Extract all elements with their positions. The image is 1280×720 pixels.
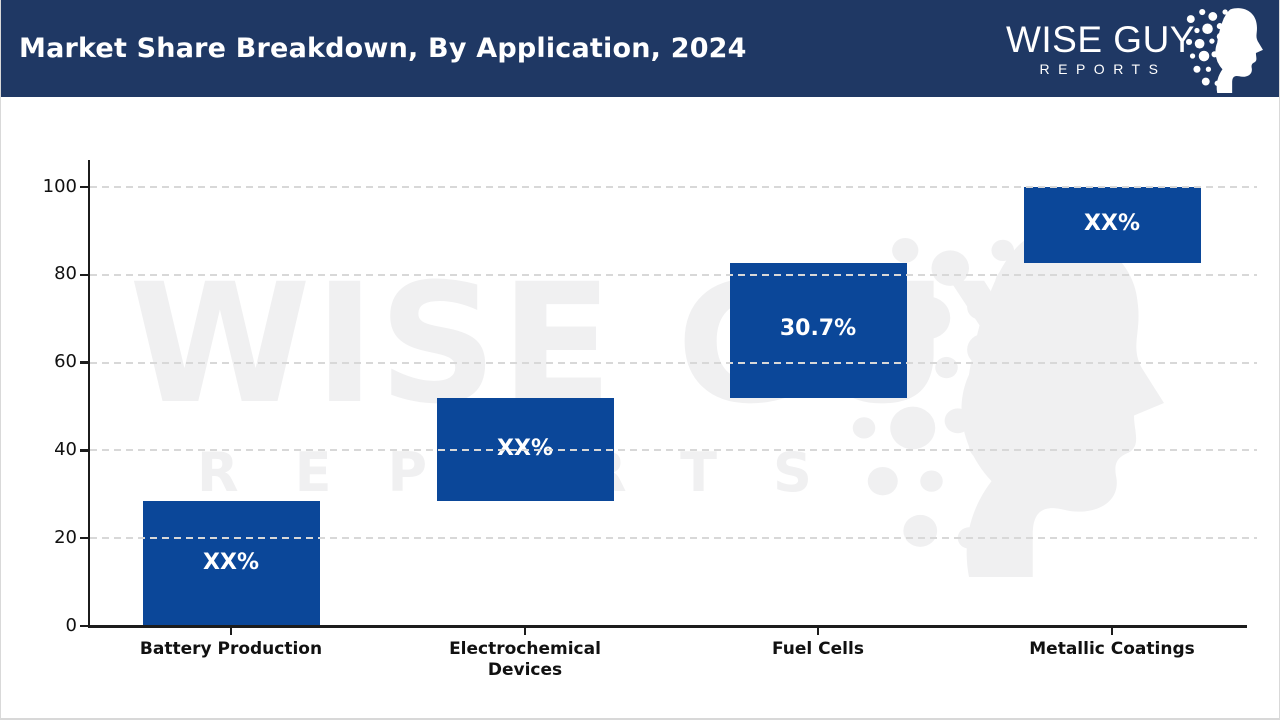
- y-tick-mark: [79, 273, 88, 276]
- header-bar: Market Share Breakdown, By Application, …: [1, 0, 1279, 97]
- x-tick-mark: [523, 627, 527, 635]
- y-tick-mark: [79, 361, 88, 364]
- gridline: [90, 273, 1257, 276]
- x-tick-mark: [816, 627, 820, 635]
- x-tick-mark: [229, 627, 233, 635]
- gridline: [90, 449, 1257, 452]
- y-tick-label: 80: [54, 263, 77, 285]
- y-tick-label: 100: [42, 175, 77, 197]
- x-category-label: Battery Production: [139, 639, 323, 659]
- y-tick-label: 40: [54, 438, 77, 460]
- gridline: [90, 361, 1257, 364]
- wise-guy-face-icon: [1185, 7, 1263, 93]
- bar-value-label: XX%: [1084, 210, 1140, 236]
- logo-wordmark: WISE GUY: [1005, 18, 1195, 60]
- gridline: [90, 537, 1257, 540]
- bar-value-label: XX%: [203, 549, 259, 575]
- bar-segment: XX%: [142, 501, 320, 626]
- wise-guy-logo: WISE GUY REPORTS: [1006, 5, 1279, 93]
- y-tick-label: 60: [54, 351, 77, 373]
- y-tick-label: 0: [65, 614, 77, 636]
- y-tick-label: 20: [54, 526, 77, 548]
- y-tick-mark: [79, 537, 88, 540]
- bar-segment: XX%: [1023, 187, 1201, 263]
- bar-segment: 30.7%: [729, 262, 907, 398]
- bar-value-label: XX%: [497, 435, 553, 461]
- x-axis-line: [87, 625, 1247, 628]
- y-tick-mark: [79, 449, 88, 452]
- gridline: [90, 186, 1257, 188]
- y-tick-mark: [79, 185, 88, 189]
- x-category-label: Metallic Coatings: [1029, 639, 1195, 659]
- y-tick-mark: [79, 624, 88, 628]
- logo-subtitle: REPORTS: [1039, 60, 1167, 77]
- x-tick-mark: [1110, 627, 1114, 635]
- bar-value-label: 30.7%: [779, 316, 857, 342]
- x-category-label: Electrochemical Devices: [449, 639, 601, 680]
- x-category-label: Fuel Cells: [772, 639, 864, 659]
- logo-text: WISE GUY REPORTS: [1006, 21, 1195, 77]
- y-axis-line: [87, 160, 90, 628]
- page-title: Market Share Breakdown, By Application, …: [19, 33, 747, 64]
